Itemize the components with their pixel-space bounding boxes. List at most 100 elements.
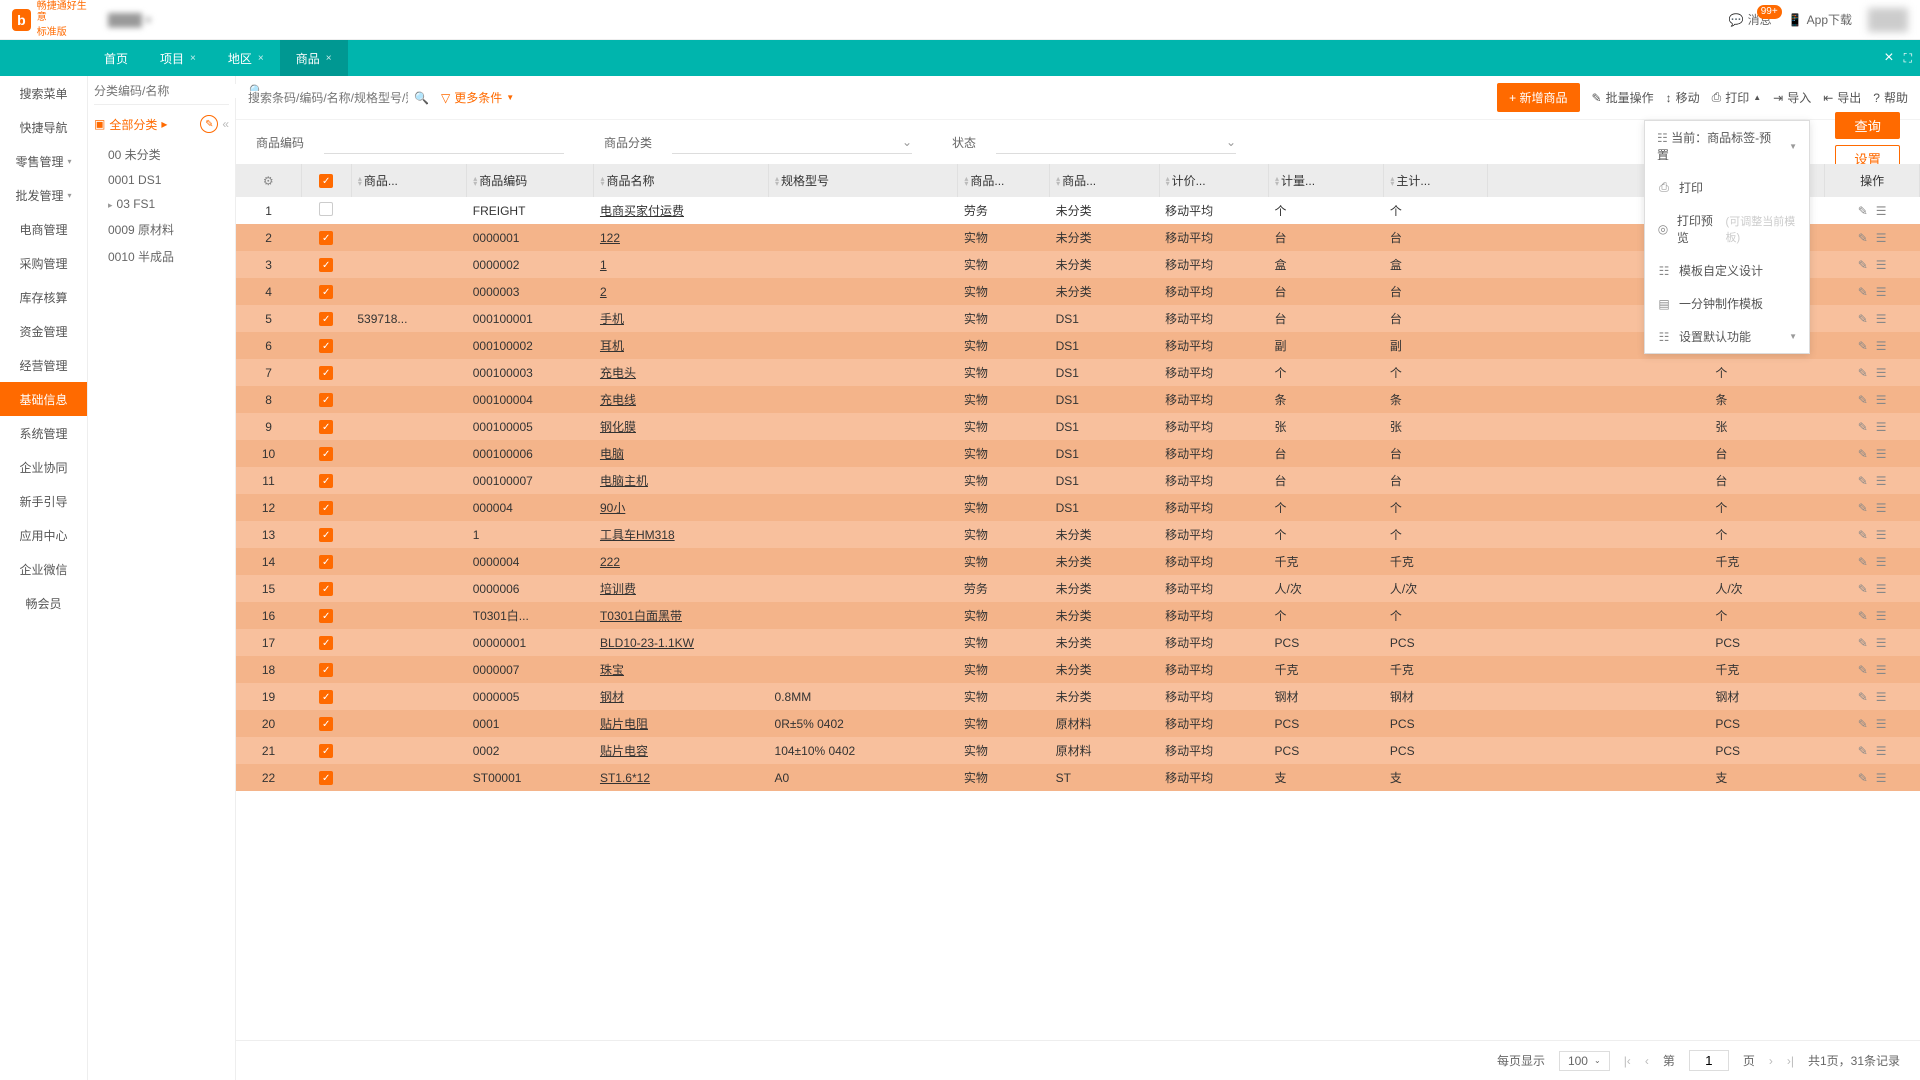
row-checkbox[interactable]: ✓	[301, 737, 351, 764]
edit-category-icon[interactable]: ✎	[200, 115, 218, 133]
more-icon[interactable]: ☰	[1876, 555, 1887, 569]
cat-header[interactable]: ▴▾商品...	[1050, 164, 1159, 197]
cell-name[interactable]: 90小	[594, 494, 769, 521]
edit-icon[interactable]: ✎	[1858, 636, 1868, 650]
category-item[interactable]: 0009 原材料	[94, 216, 229, 243]
cell-name[interactable]: 工具车HM318	[594, 521, 769, 548]
row-checkbox[interactable]: ✓	[301, 575, 351, 602]
price-header[interactable]: ▴▾计价...	[1159, 164, 1268, 197]
category-filter-select[interactable]: ⌄	[672, 131, 912, 154]
last-page-button[interactable]: ›|	[1787, 1054, 1794, 1068]
name-header[interactable]: ▴▾商品名称	[594, 164, 769, 197]
more-icon[interactable]: ☰	[1876, 420, 1887, 434]
spec-header[interactable]: ▴▾规格型号	[769, 164, 958, 197]
more-icon[interactable]: ☰	[1876, 771, 1887, 785]
edit-icon[interactable]: ✎	[1858, 447, 1868, 461]
edit-icon[interactable]: ✎	[1858, 744, 1868, 758]
more-icon[interactable]: ☰	[1876, 744, 1887, 758]
sidebar-item[interactable]: 快捷导航	[0, 110, 87, 144]
cell-name[interactable]: 2	[594, 278, 769, 305]
sidebar-item[interactable]: 企业微信	[0, 552, 87, 586]
edit-icon[interactable]: ✎	[1858, 366, 1868, 380]
row-checkbox[interactable]: ✓	[301, 683, 351, 710]
row-checkbox[interactable]: ✓	[301, 467, 351, 494]
more-icon[interactable]: ☰	[1876, 231, 1887, 245]
edit-icon[interactable]: ✎	[1858, 690, 1868, 704]
cell-name[interactable]: 手机	[594, 305, 769, 332]
more-icon[interactable]: ☰	[1876, 393, 1887, 407]
cell-name[interactable]: 珠宝	[594, 656, 769, 683]
sidebar-item[interactable]: 基础信息	[0, 382, 87, 416]
code-filter-input[interactable]	[324, 130, 564, 154]
cell-name[interactable]: 培训费	[594, 575, 769, 602]
sidebar-item[interactable]: 经营管理	[0, 348, 87, 382]
search-icon[interactable]: 🔍	[414, 91, 429, 105]
edit-icon[interactable]: ✎	[1858, 258, 1868, 272]
tab-商品[interactable]: 商品×	[280, 40, 348, 76]
sidebar-item[interactable]: 采购管理	[0, 246, 87, 280]
more-icon[interactable]: ☰	[1876, 501, 1887, 515]
page-input[interactable]	[1689, 1050, 1729, 1071]
product-search-input[interactable]	[248, 91, 408, 105]
cell-name[interactable]: 钢材	[594, 683, 769, 710]
cell-name[interactable]: T0301白面黑带	[594, 602, 769, 629]
cell-name[interactable]: 充电线	[594, 386, 769, 413]
row-checkbox[interactable]: ✓	[301, 764, 351, 791]
more-icon[interactable]: ☰	[1876, 474, 1887, 488]
cell-name[interactable]: 电商买家付运费	[594, 197, 769, 224]
more-icon[interactable]: ☰	[1876, 258, 1887, 272]
type-header[interactable]: ▴▾商品...	[958, 164, 1050, 197]
batch-action[interactable]: ✎批量操作	[1592, 89, 1654, 106]
print-menu-item[interactable]: ◎打印预览(可调整当前模板)	[1645, 204, 1809, 254]
row-checkbox[interactable]: ✓	[301, 494, 351, 521]
more-icon[interactable]: ☰	[1876, 663, 1887, 677]
edit-icon[interactable]: ✎	[1858, 528, 1868, 542]
print-action[interactable]: ⎙打印▲	[1712, 89, 1762, 106]
user-avatar[interactable]	[1868, 8, 1908, 32]
edit-icon[interactable]: ✎	[1858, 420, 1868, 434]
cell-name[interactable]: 钢化膜	[594, 413, 769, 440]
cell-name[interactable]: 电脑主机	[594, 467, 769, 494]
category-search-input[interactable]	[94, 84, 249, 98]
more-icon[interactable]: ☰	[1876, 312, 1887, 326]
more-icon[interactable]: ☰	[1876, 285, 1887, 299]
row-checkbox[interactable]: ✓	[301, 224, 351, 251]
main-header[interactable]: ▴▾主计...	[1384, 164, 1488, 197]
edit-icon[interactable]: ✎	[1858, 663, 1868, 677]
sidebar-item[interactable]: 企业协同	[0, 450, 87, 484]
sidebar-item[interactable]: 新手引导	[0, 484, 87, 518]
import-action[interactable]: ⇥导入	[1773, 89, 1811, 106]
app-download-link[interactable]: 📱 App下载	[1788, 11, 1852, 28]
sidebar-item[interactable]: 库存核算	[0, 280, 87, 314]
cell-name[interactable]: 222	[594, 548, 769, 575]
category-item[interactable]: 0001 DS1	[94, 168, 229, 192]
edit-icon[interactable]: ✎	[1858, 717, 1868, 731]
edit-icon[interactable]: ✎	[1858, 555, 1868, 569]
tab-首页[interactable]: 首页	[88, 40, 144, 76]
more-icon[interactable]: ☰	[1876, 717, 1887, 731]
row-checkbox[interactable]: ✓	[301, 359, 351, 386]
more-icon[interactable]: ☰	[1876, 204, 1887, 218]
edit-icon[interactable]: ✎	[1858, 501, 1868, 515]
edit-icon[interactable]: ✎	[1858, 312, 1868, 326]
code-header[interactable]: ▴▾商品编码	[467, 164, 594, 197]
cell-name[interactable]: 122	[594, 224, 769, 251]
edit-icon[interactable]: ✎	[1858, 771, 1868, 785]
first-page-button[interactable]: |‹	[1624, 1054, 1631, 1068]
more-icon[interactable]: ☰	[1876, 366, 1887, 380]
print-menu-item[interactable]: ▤一分钟制作模板	[1645, 287, 1809, 320]
print-menu-item[interactable]: ⎙打印	[1645, 171, 1809, 204]
sidebar-item[interactable]: 搜索菜单	[0, 76, 87, 110]
export-action[interactable]: ⇤导出	[1823, 89, 1861, 106]
more-icon[interactable]: ☰	[1876, 339, 1887, 353]
sidebar-item[interactable]: 资金管理	[0, 314, 87, 348]
edit-icon[interactable]: ✎	[1858, 231, 1868, 245]
gear-column-header[interactable]: ⚙	[236, 164, 301, 197]
edit-icon[interactable]: ✎	[1858, 474, 1868, 488]
cell-name[interactable]: 充电头	[594, 359, 769, 386]
edit-icon[interactable]: ✎	[1858, 393, 1868, 407]
query-button[interactable]: 查询	[1835, 112, 1900, 139]
messages-link[interactable]: 💬 消息 99+	[1729, 11, 1772, 28]
sidebar-item[interactable]: 应用中心	[0, 518, 87, 552]
row-checkbox[interactable]	[301, 197, 351, 224]
